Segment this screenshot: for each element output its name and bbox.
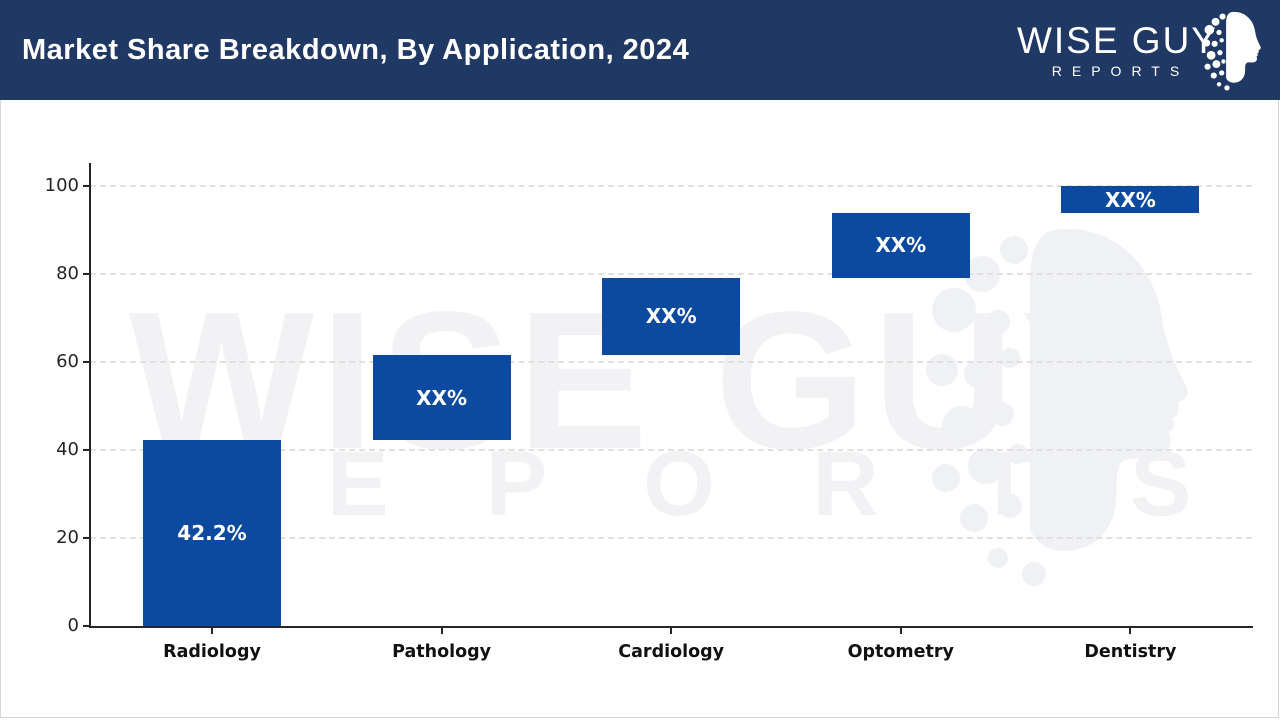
y-tick-label-100: 100 (44, 175, 79, 196)
y-tick-60 (83, 361, 90, 363)
x-tick-dentistry (1129, 627, 1132, 634)
bar-value-label: XX% (875, 233, 927, 258)
x-tick-label-radiology: Radiology (163, 642, 261, 662)
gridline-80 (90, 273, 1252, 275)
y-tick-80 (83, 273, 90, 275)
wiseguy-logo: WISE GUY REPORTS (1017, 6, 1266, 94)
x-tick-label-pathology: Pathology (392, 642, 492, 662)
logo-subtitle: REPORTS (1051, 63, 1190, 79)
bar-value-label: XX% (1104, 187, 1156, 212)
y-axis-line (89, 163, 91, 628)
bar-radiology: 42.2% (143, 440, 281, 626)
head-profile-logo-icon (1203, 11, 1261, 91)
gridline-40 (90, 449, 1252, 451)
bar-value-label: XX% (416, 385, 468, 410)
y-tick-label-40: 40 (56, 439, 79, 460)
x-tick-cardiology (670, 627, 673, 634)
bar-value-label: 42.2% (177, 521, 247, 546)
bar-optometry: XX% (831, 213, 970, 278)
y-tick-label-0: 0 (67, 615, 79, 636)
chart-area: WISE GUY R E P O R T S 0 20 40 60 80 100 42.2%… (0, 100, 1279, 718)
y-tick-0 (83, 625, 90, 627)
bar-value-label: XX% (645, 304, 697, 329)
x-tick-optometry (899, 627, 902, 634)
x-tick-label-dentistry: Dentistry (1084, 642, 1177, 662)
y-tick-label-80: 80 (56, 263, 79, 284)
x-axis-line (89, 626, 1253, 628)
gridline-100 (90, 185, 1252, 187)
x-tick-label-cardiology: Cardiology (618, 642, 725, 662)
watermark-head-profile-icon (926, 228, 1188, 586)
gridline-20 (90, 537, 1252, 539)
wiseguy-logo-text: WISE GUY REPORTS (1016, 20, 1218, 80)
y-tick-label-20: 20 (56, 527, 79, 548)
y-tick-label-60: 60 (56, 351, 79, 372)
bar-cardiology: XX% (602, 277, 741, 356)
x-tick-pathology (440, 627, 443, 634)
y-tick-40 (83, 449, 90, 451)
chart-title: Market Share Breakdown, By Application, … (22, 34, 690, 66)
x-tick-label-optometry: Optometry (847, 642, 954, 662)
bar-dentistry: XX% (1061, 186, 1200, 214)
gridline-60 (90, 361, 1252, 363)
y-tick-20 (83, 537, 90, 539)
header-bar: Market Share Breakdown, By Application, … (0, 0, 1280, 100)
x-tick-radiology (211, 627, 213, 634)
logo-wordmark: WISE GUY (1016, 20, 1218, 61)
bar-pathology: XX% (372, 355, 511, 441)
y-tick-100 (83, 185, 90, 187)
